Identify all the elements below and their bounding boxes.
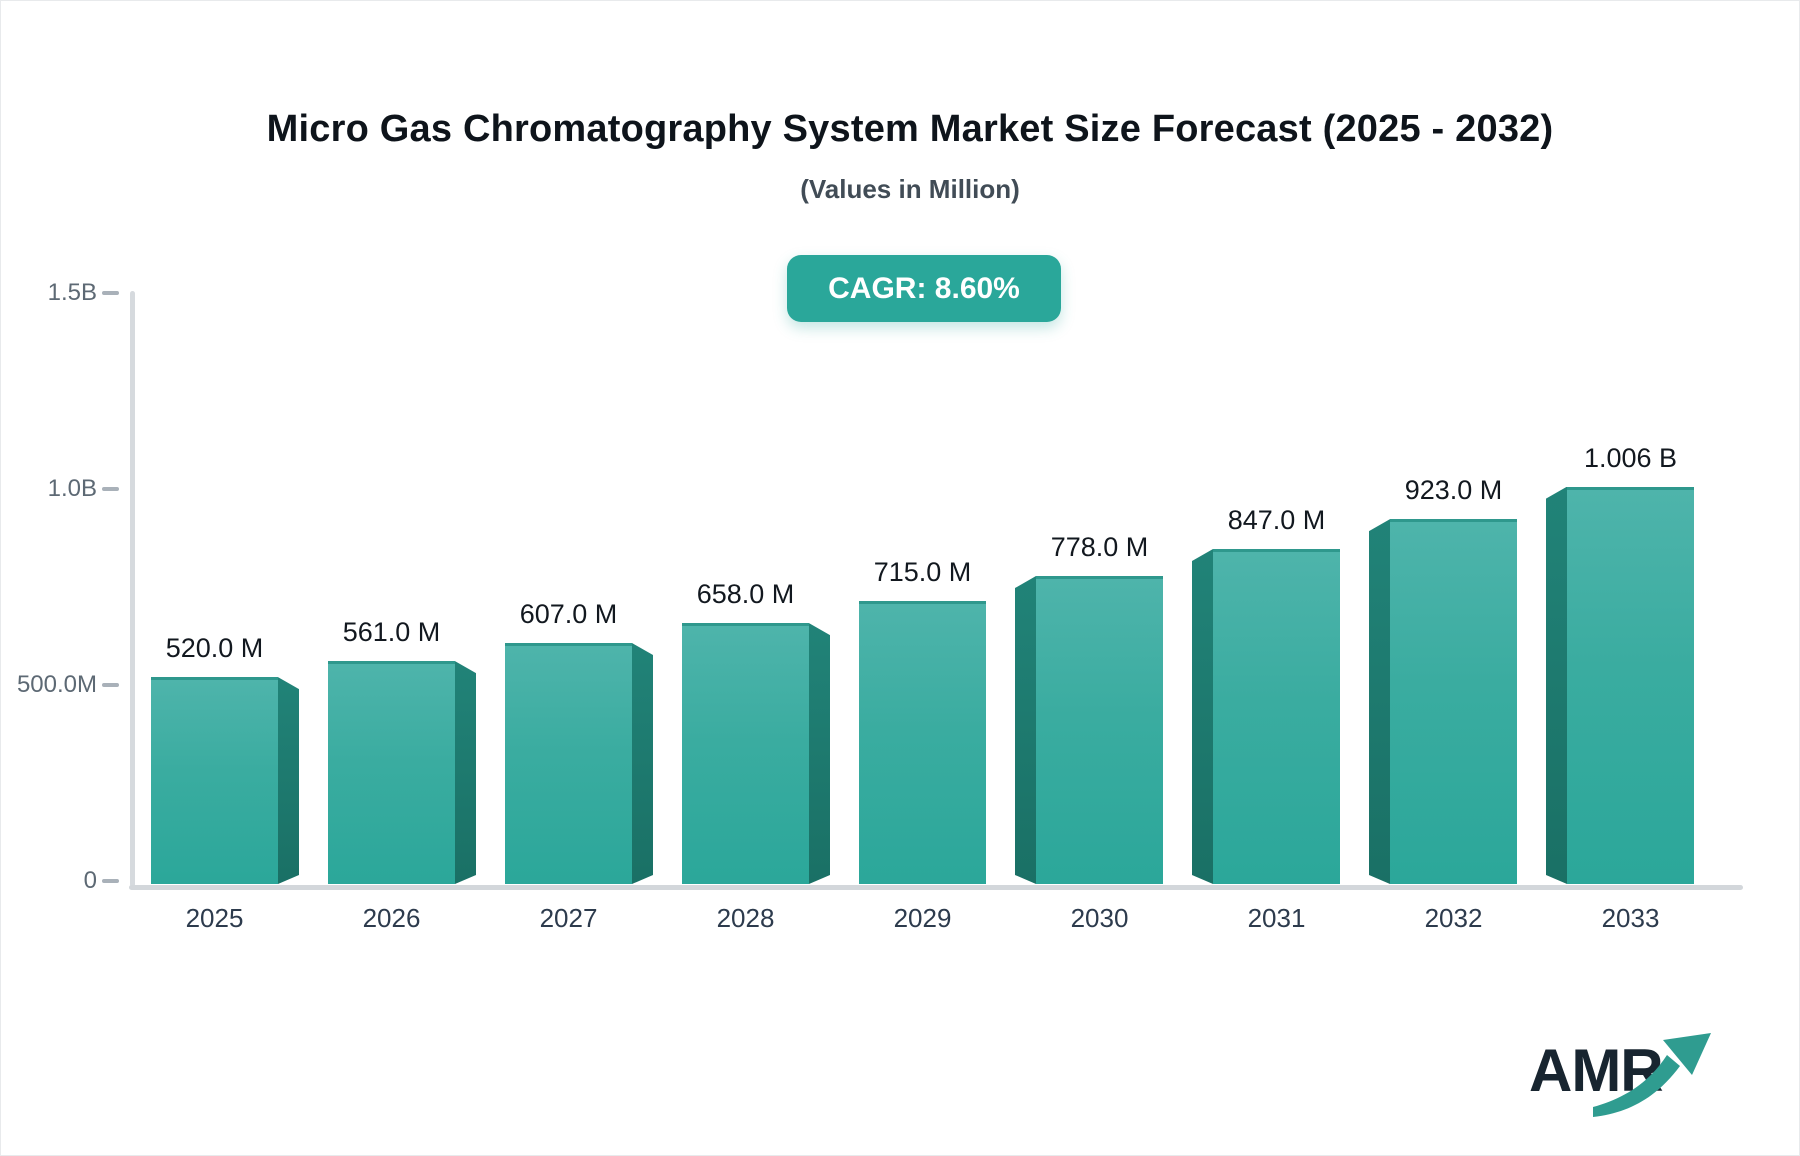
bar-2028-face — [682, 623, 809, 884]
bar-2025-side-face — [278, 677, 299, 884]
bar-2027[interactable] — [505, 643, 653, 884]
bar-2033-side-face — [1546, 487, 1567, 884]
x-tick-label-2026: 2026 — [362, 903, 421, 933]
x-tick-label-2031: 2031 — [1247, 903, 1306, 933]
amr-logo: AMR — [1529, 1027, 1764, 1132]
growth-arrow-icon — [1593, 1033, 1711, 1117]
bar-2028-side-face — [809, 623, 830, 884]
x-tick-label-2025: 2025 — [185, 903, 244, 933]
bar-value-label-2033: 1.006 B — [1583, 442, 1678, 473]
y-tick-mark — [102, 879, 119, 883]
y-tick-label-1.5B: 1.5B — [47, 279, 97, 306]
bar-2025[interactable] — [151, 677, 299, 884]
x-tick-label-2029: 2029 — [893, 903, 952, 933]
bar-value-label-2028: 658.0 M — [696, 579, 795, 610]
bar-2026[interactable] — [328, 661, 476, 884]
x-tick-label-2030: 2030 — [1070, 903, 1129, 933]
bar-2026-face — [328, 661, 455, 884]
chart-title: Micro Gas Chromatography System Market S… — [266, 108, 1554, 150]
x-tick-label-2032: 2032 — [1424, 903, 1483, 933]
bar-value-label-2026: 561.0 M — [342, 617, 441, 648]
y-tick-label-500.0M: 500.0M — [16, 671, 97, 698]
bar-value-label-2030: 778.0 M — [1050, 532, 1149, 563]
bar-2027-face — [505, 643, 632, 884]
bar-value-label-2025: 520.0 M — [165, 633, 264, 664]
y-tick-label-1.0B: 1.0B — [47, 475, 97, 502]
bar-2033-face — [1567, 486, 1694, 884]
bar-value-label-2029: 715.0 M — [873, 556, 972, 587]
bar-2031-side-face — [1192, 549, 1213, 884]
x-tick-label-2028: 2028 — [716, 903, 775, 933]
x-axis-line — [129, 885, 1743, 890]
bar-2031[interactable] — [1192, 548, 1340, 884]
bar-2029-face — [859, 600, 986, 884]
bar-2028[interactable] — [682, 623, 830, 884]
x-tick-label-2027: 2027 — [539, 903, 598, 933]
bar-2031-face — [1213, 548, 1340, 884]
bar-2032-face — [1390, 519, 1517, 884]
x-tick-label-2033: 2033 — [1601, 903, 1660, 933]
y-tick-mark — [102, 683, 119, 687]
bar-value-label-2027: 607.0 M — [519, 599, 618, 630]
bar-value-label-2031: 847.0 M — [1227, 504, 1326, 535]
y-axis-line — [130, 291, 135, 887]
y-tick-mark — [102, 487, 119, 491]
cagr-badge: CAGR: 8.60% — [787, 255, 1061, 322]
y-tick-mark — [102, 291, 119, 295]
bar-2032-side-face — [1369, 519, 1390, 884]
bar-2029[interactable] — [859, 600, 986, 884]
bar-2025-face — [151, 677, 278, 884]
bar-2030-side-face — [1015, 576, 1036, 884]
chart-subtitle: (Values in Million) — [800, 174, 1020, 204]
bar-2027-side-face — [632, 643, 653, 884]
bar-2033[interactable] — [1546, 486, 1694, 884]
bar-value-label-2032: 923.0 M — [1404, 475, 1503, 506]
bar-2030[interactable] — [1015, 576, 1163, 884]
bar-2026-side-face — [455, 661, 476, 884]
y-tick-label-0: 0 — [83, 867, 97, 894]
bar-2030-face — [1036, 576, 1163, 884]
bar-2032[interactable] — [1369, 519, 1517, 884]
